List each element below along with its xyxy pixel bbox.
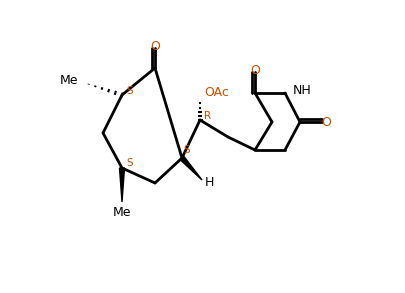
Text: OAc: OAc (204, 86, 229, 100)
Text: Me: Me (60, 74, 78, 86)
Text: R: R (205, 111, 211, 121)
Text: S: S (127, 86, 133, 96)
Text: NH: NH (293, 84, 312, 98)
Text: H: H (205, 176, 214, 190)
Polygon shape (119, 168, 124, 202)
Text: S: S (127, 158, 133, 168)
Text: O: O (250, 64, 260, 78)
Text: O: O (150, 40, 160, 54)
Polygon shape (180, 156, 202, 180)
Text: Me: Me (113, 206, 131, 219)
Text: O: O (321, 115, 331, 129)
Text: S: S (184, 145, 190, 155)
